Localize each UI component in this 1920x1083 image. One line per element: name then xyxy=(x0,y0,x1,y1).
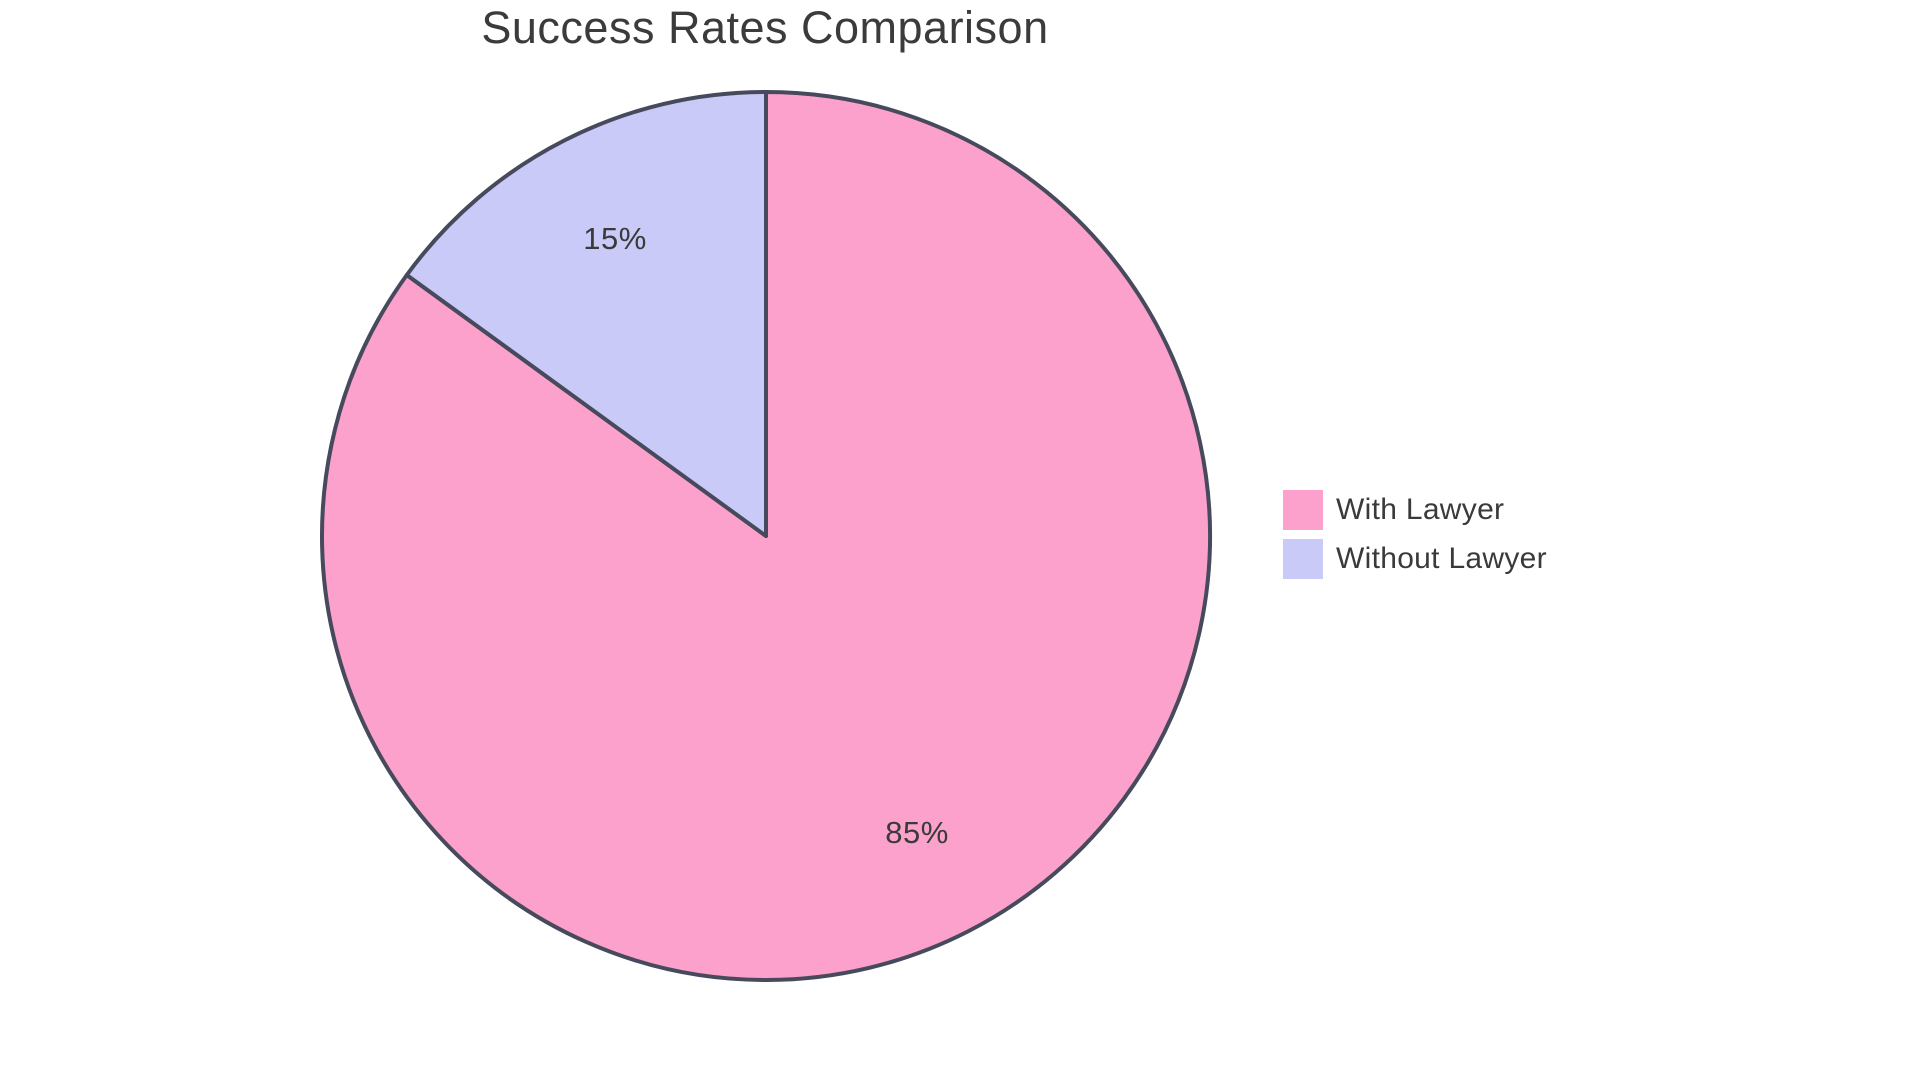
slice-label-without-lawyer: 15% xyxy=(583,221,647,256)
chart-legend: With Lawyer Without Lawyer xyxy=(1283,490,1547,579)
legend-swatch-with-lawyer xyxy=(1283,490,1323,530)
legend-item-without-lawyer: Without Lawyer xyxy=(1283,539,1547,579)
slice-label-with-lawyer: 85% xyxy=(885,815,949,850)
legend-swatch-without-lawyer xyxy=(1283,539,1323,579)
chart-title: Success Rates Comparison xyxy=(481,2,1049,53)
legend-label-without-lawyer: Without Lawyer xyxy=(1336,542,1547,575)
legend-label-with-lawyer: With Lawyer xyxy=(1336,493,1505,526)
legend-item-with-lawyer: With Lawyer xyxy=(1283,490,1547,530)
pie-slice-without-lawyer xyxy=(404,90,768,538)
